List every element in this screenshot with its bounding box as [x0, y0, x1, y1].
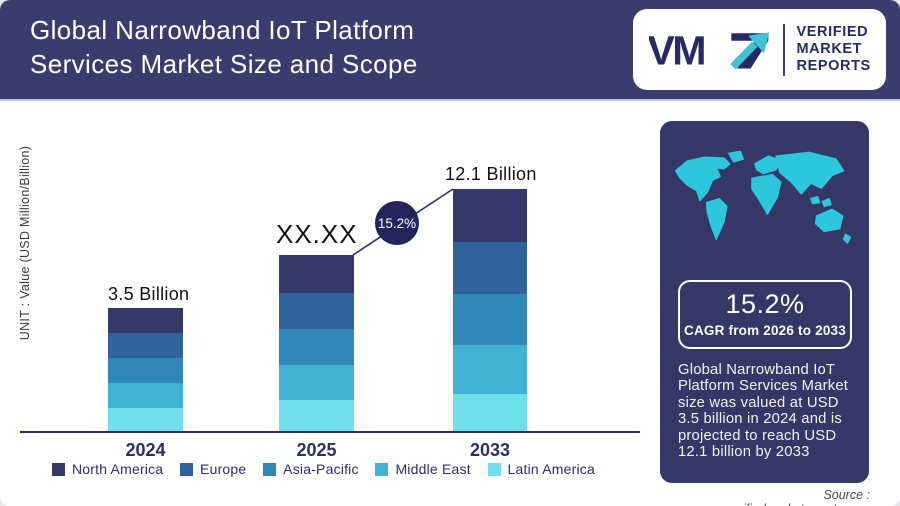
bar-segment-asia-pacific [279, 329, 354, 365]
legend-item-europe: Europe [180, 461, 246, 477]
legend-swatch-north-america [52, 462, 65, 476]
bar-segment-europe [453, 242, 527, 294]
legend-label-latin-america: Latin America [507, 461, 595, 477]
legend-label-middle-east: Middle East [395, 461, 471, 477]
page-title-line2: Services Market Size and Scope [30, 49, 418, 79]
logo-wordmark: VERIFIED MARKET REPORTS [797, 24, 871, 75]
y-axis-label: UNIT : Value (USD Million/Billion) [18, 145, 32, 341]
legend-label-asia-pacific: Asia-Pacific [283, 461, 359, 477]
bar-segment-middle-east [108, 383, 183, 408]
vmr-logo-mark-icon: VM [649, 27, 770, 73]
summary-sidebar: 15.2% CAGR from 2026 to 2033 Global Narr… [660, 121, 869, 483]
x-axis-line [20, 431, 640, 433]
bar-segment-europe [279, 293, 354, 329]
legend-item-middle-east: Middle East [375, 461, 471, 477]
x-tick-2025: 2025 [296, 440, 337, 460]
source-attribution: Source : www.verifiedmarketreports.com [696, 488, 870, 506]
cagr-badge-value: 15.2% [378, 216, 416, 231]
bar-segment-europe [108, 333, 183, 358]
stacked-bar-2025 [279, 255, 354, 431]
cagr-badge-circle [375, 201, 419, 245]
bar-segment-asia-pacific [453, 294, 527, 345]
bar-segment-asia-pacific [108, 358, 183, 383]
stacked-bar-2033 [453, 189, 527, 431]
legend-item-latin-america: Latin America [487, 461, 595, 477]
bar-value-label-2024: 3.5 Billion [108, 284, 190, 304]
legend-swatch-latin-america [487, 462, 501, 476]
world-map-icon [674, 150, 852, 244]
legend-label-north-america: North America [72, 461, 164, 477]
legend-item-north-america: North America [52, 461, 163, 477]
logo-word-verified: VERIFIED [796, 24, 869, 40]
page-title: Global Narrowband IoT Platform Services … [30, 13, 418, 81]
legend-label-europe: Europe [200, 461, 247, 477]
legend-item-asia-pacific: Asia-Pacific [263, 461, 359, 477]
legend-swatch-asia-pacific [263, 462, 277, 476]
bar-segment-north-america [453, 189, 527, 242]
logo-word-market: MARKET [796, 41, 863, 57]
logo-divider [783, 23, 785, 76]
annotation-connector-line [352, 188, 454, 256]
logo-word-reports: REPORTS [796, 58, 871, 74]
x-tick-2033: 2033 [469, 440, 511, 460]
bar-value-label-2033: 12.1 Billion [445, 164, 537, 184]
bar-segment-latin-america [108, 408, 183, 431]
bar-segment-middle-east [279, 365, 354, 400]
stacked-bar-2024 [108, 308, 183, 431]
chart-legend: North America Europe Asia-Pacific Middle… [52, 461, 595, 477]
bar-value-label-2025: XX.XX [276, 219, 358, 249]
legend-swatch-europe [180, 462, 194, 476]
svg-text:VM: VM [649, 27, 704, 73]
legend-swatch-middle-east [375, 462, 389, 476]
x-tick-2024: 2024 [125, 440, 166, 460]
cagr-caption: CAGR from 2026 to 2033 [684, 323, 846, 338]
bar-segment-north-america [279, 255, 354, 293]
cagr-box: 15.2% CAGR from 2026 to 2033 [678, 280, 852, 349]
vmr-logo: VM VERIFIED MARKET REPORTS [633, 9, 886, 90]
bar-segment-middle-east [453, 345, 527, 394]
page-title-line1: Global Narrowband IoT Platform [30, 15, 415, 45]
market-summary-text: Global Narrowband IoT Platform Services … [678, 362, 849, 461]
bar-segment-north-america [108, 308, 183, 333]
header-bar: Global Narrowband IoT Platform Services … [0, 0, 900, 101]
bar-segment-latin-america [453, 394, 527, 431]
cagr-value: 15.2% [725, 289, 805, 319]
bar-segment-latin-america [279, 400, 354, 431]
